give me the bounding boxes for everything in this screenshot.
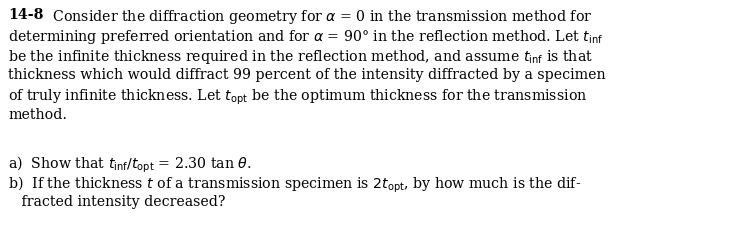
Text: b)  If the thickness $t$ of a transmission specimen is $2t_{\mathrm{opt}}$, by h: b) If the thickness $t$ of a transmissio… [8, 175, 581, 195]
Text: fracted intensity decreased?: fracted intensity decreased? [8, 195, 226, 209]
Text: 14-8: 14-8 [8, 8, 44, 22]
Text: of truly infinite thickness. Let $t_{\mathrm{opt}}$ be the optimum thickness for: of truly infinite thickness. Let $t_{\ma… [8, 88, 587, 107]
Text: Consider the diffraction geometry for $\alpha$ = 0 in the transmission method fo: Consider the diffraction geometry for $\… [47, 8, 592, 26]
Text: thickness which would diffract 99 percent of the intensity diffracted by a speci: thickness which would diffract 99 percen… [8, 68, 605, 82]
Text: method.: method. [8, 108, 67, 122]
Text: be the infinite thickness required in the reflection method, and assume $t_{\mat: be the infinite thickness required in th… [8, 48, 593, 66]
Text: a)  Show that $t_{\mathrm{inf}}/t_{\mathrm{opt}}$ = 2.30 tan $\theta$.: a) Show that $t_{\mathrm{inf}}/t_{\mathr… [8, 155, 252, 175]
Text: determining preferred orientation and for $\alpha$ = 90° in the reflection metho: determining preferred orientation and fo… [8, 28, 603, 46]
